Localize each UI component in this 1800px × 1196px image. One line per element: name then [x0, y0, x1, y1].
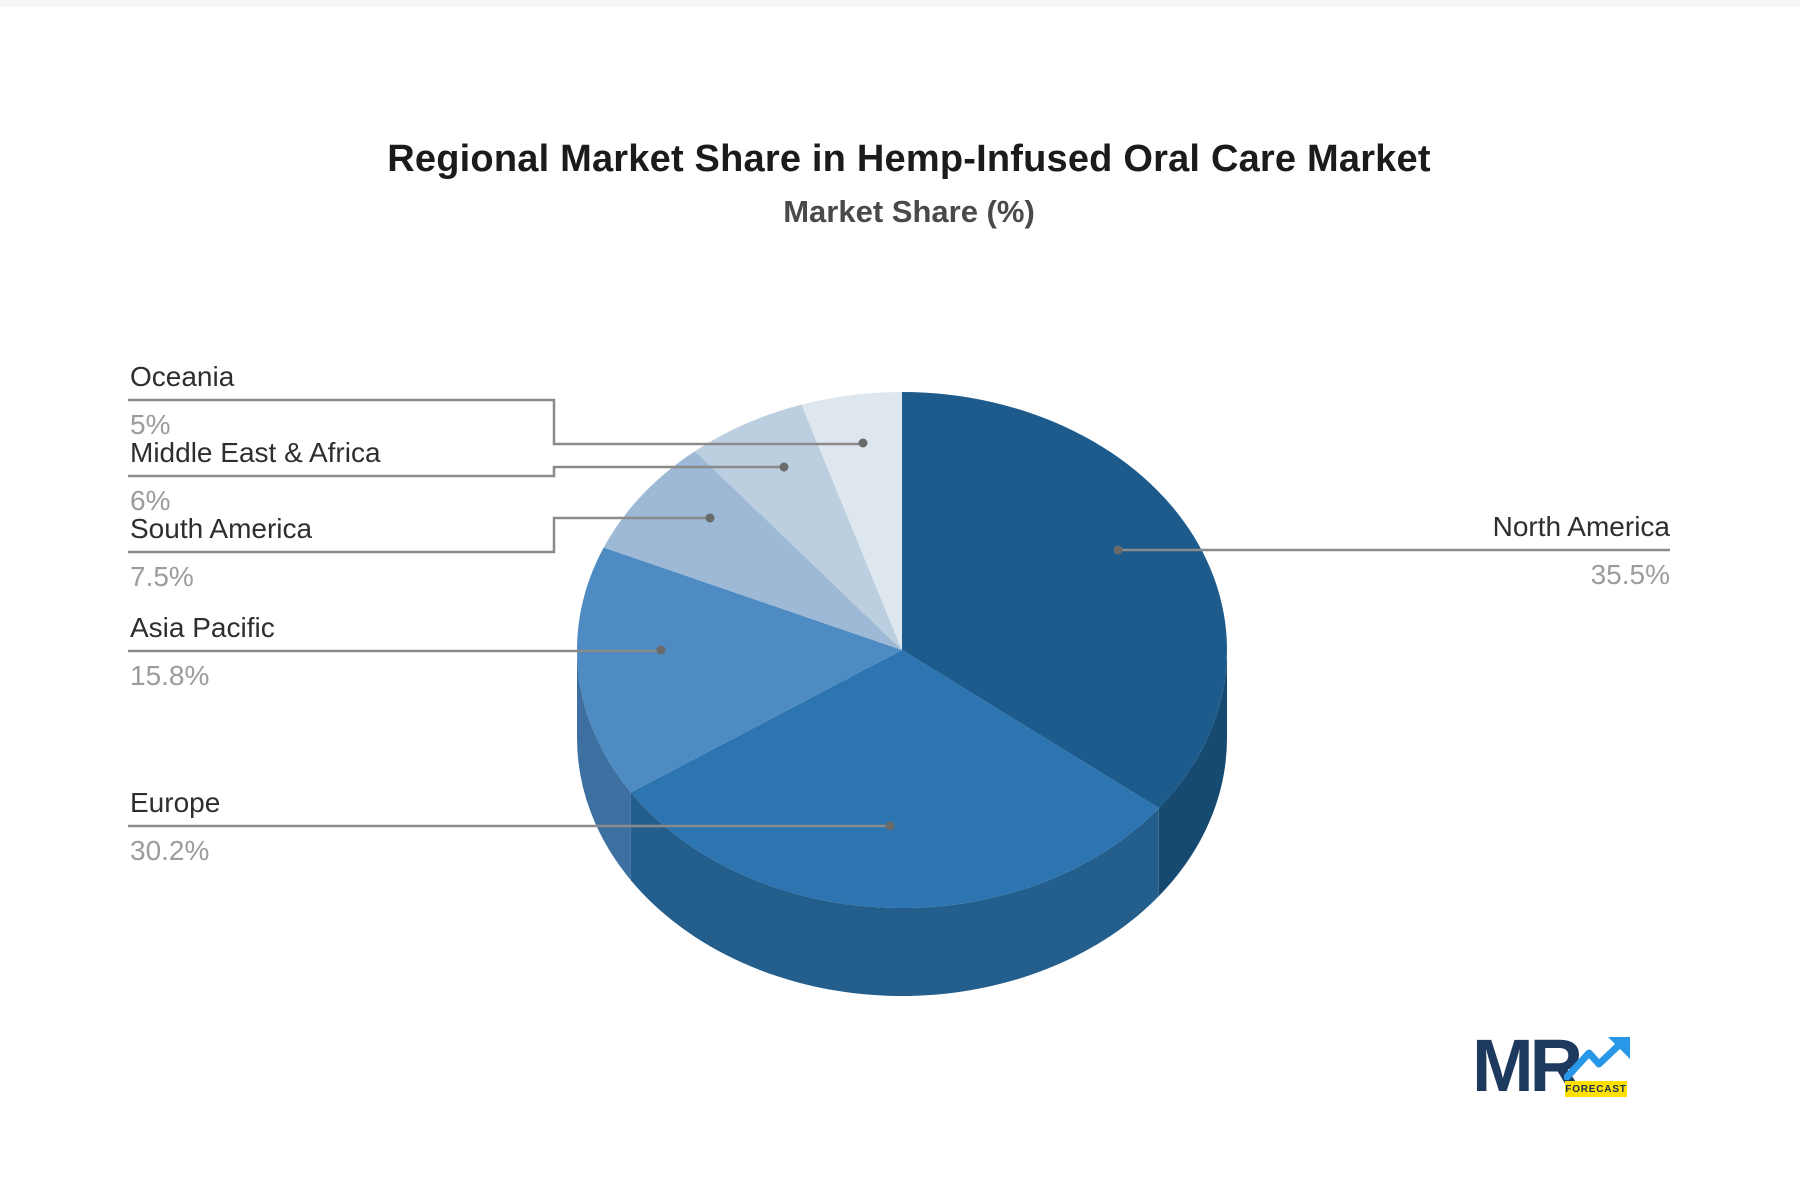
slice-label: Europe: [130, 786, 221, 818]
slice-value: 15.8%: [130, 660, 210, 691]
leader-dot-north-america: [1113, 545, 1123, 555]
slice-value: 30.2%: [130, 835, 210, 866]
pie-slice-side-europe: [630, 792, 1159, 996]
logo-forecast-badge: FORECAST: [1565, 1081, 1627, 1097]
leader-dot-middle-east-africa: [779, 462, 789, 472]
leader-dot-asia-pacific: [656, 645, 666, 655]
slice-label: North America: [1492, 510, 1670, 542]
leader-dot-oceania: [858, 438, 868, 448]
leader-line-oceania: [128, 398, 863, 446]
logo-trend-arrow-icon: [1564, 1037, 1630, 1080]
leader-line-south-america: [128, 516, 710, 554]
slice-label: Asia Pacific: [130, 611, 275, 643]
pie-slice-side-north-america: [1158, 650, 1227, 897]
slice-label: South America: [130, 512, 313, 544]
slice-value: 6%: [130, 485, 171, 516]
chart-subtitle: Market Share (%): [783, 194, 1035, 229]
pie-slice-oceania: [801, 392, 902, 650]
logo-mr-text: MR: [1472, 1024, 1583, 1107]
leader-line-middle-east-africa: [128, 465, 784, 478]
top-strip: [0, 0, 1800, 6]
slice-value: 7.5%: [130, 561, 194, 592]
pie-slice-asia-pacific: [576, 547, 902, 793]
slice-label: Oceania: [130, 360, 235, 392]
leader-dot-europe: [885, 821, 895, 831]
pie-slice-south-america: [603, 451, 902, 650]
slice-label: Middle East & Africa: [130, 436, 381, 468]
pie-slice-north-america: [902, 392, 1227, 809]
mr-forecast-logo: MR FORECAST: [1472, 1024, 1642, 1108]
leader-dot-south-america: [705, 513, 715, 523]
chart-title: Regional Market Share in Hemp-Infused Or…: [387, 138, 1431, 180]
pie-slice-europe: [630, 650, 1159, 909]
slice-value: 5%: [130, 409, 171, 440]
slice-value: 35.5%: [1590, 559, 1670, 590]
pie-slice-side-asia-pacific: [577, 650, 631, 881]
